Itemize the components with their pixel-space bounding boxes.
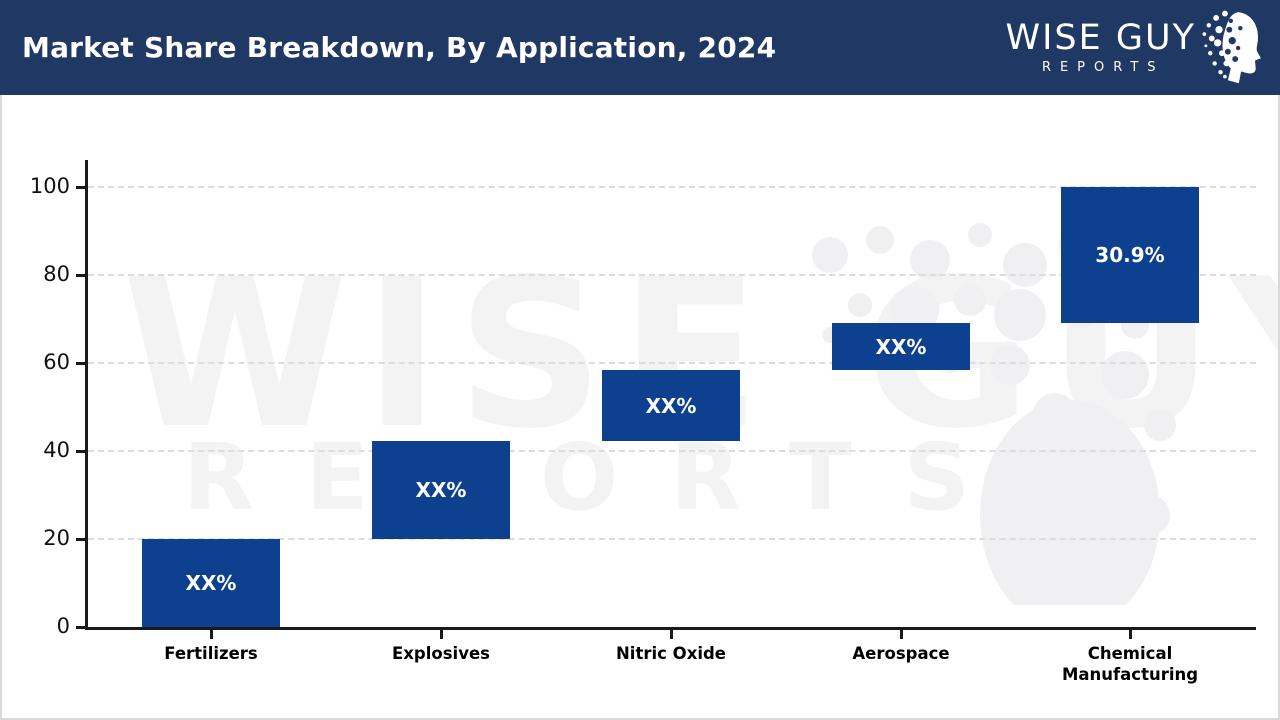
bar-fertilizers: XX%	[142, 539, 280, 627]
bar-chemical-manufacturing: 30.9%	[1061, 187, 1199, 323]
gridline-20	[88, 538, 1256, 540]
logo-text-block: WISE GUY REPORTS	[1005, 17, 1196, 75]
y-axis-line	[85, 160, 88, 630]
bar-nitric-oxide: XX%	[602, 370, 740, 442]
logo-reports-text: REPORTS	[1041, 59, 1165, 75]
header-bar: Market Share Breakdown, By Application, …	[0, 0, 1280, 95]
bar-value-label-nitric-oxide: XX%	[645, 393, 697, 418]
gridline-100	[88, 186, 1256, 188]
bar-value-label-chemical-manufacturing: 30.9%	[1095, 242, 1165, 267]
y-tick-label: 0	[56, 614, 70, 638]
logo-brand-text: WISE GUY	[1005, 17, 1196, 58]
x-tick-mark	[440, 630, 443, 639]
x-tick-mark	[210, 630, 213, 639]
y-tick-label: 100	[29, 174, 70, 198]
y-tick-label: 20	[43, 526, 70, 550]
y-tick-mark	[76, 626, 85, 629]
dotted-head-profile-icon	[1202, 10, 1261, 83]
bar-value-label-aerospace: XX%	[875, 334, 927, 359]
bar-value-label-fertilizers: XX%	[185, 571, 237, 595]
x-category-label-chemical-manufacturing: Chemical Manufacturing	[1061, 644, 1199, 685]
x-tick-mark	[1129, 630, 1132, 639]
x-category-label-nitric-oxide: Nitric Oxide	[616, 644, 726, 663]
x-category-label-fertilizers: Fertilizers	[164, 644, 258, 663]
x-tick-mark	[900, 630, 903, 639]
y-tick-label: 60	[43, 350, 70, 374]
watermark-reports-text: REPORTS	[183, 424, 1023, 531]
gridline-60	[88, 362, 1256, 364]
y-tick-mark	[76, 186, 85, 189]
x-axis-line	[85, 627, 1256, 630]
bar-explosives: XX%	[372, 441, 510, 539]
x-category-label-aerospace: Aerospace	[852, 644, 950, 663]
gridline-40	[88, 450, 1256, 452]
y-tick-label: 80	[43, 262, 70, 286]
y-tick-mark	[76, 538, 85, 541]
x-tick-mark	[670, 630, 673, 639]
y-tick-mark	[76, 450, 85, 453]
chart-title: Market Share Breakdown, By Application, …	[22, 31, 777, 64]
y-tick-mark	[76, 362, 85, 365]
gridline-80	[88, 274, 1256, 276]
bar-value-label-explosives: XX%	[415, 478, 467, 503]
x-category-label-explosives: Explosives	[392, 644, 490, 663]
wise-guy-logo: WISE GUY REPORTS	[1005, 7, 1266, 89]
y-tick-label: 40	[43, 438, 70, 462]
bar-aerospace: XX%	[832, 322, 970, 371]
y-tick-mark	[76, 274, 85, 277]
